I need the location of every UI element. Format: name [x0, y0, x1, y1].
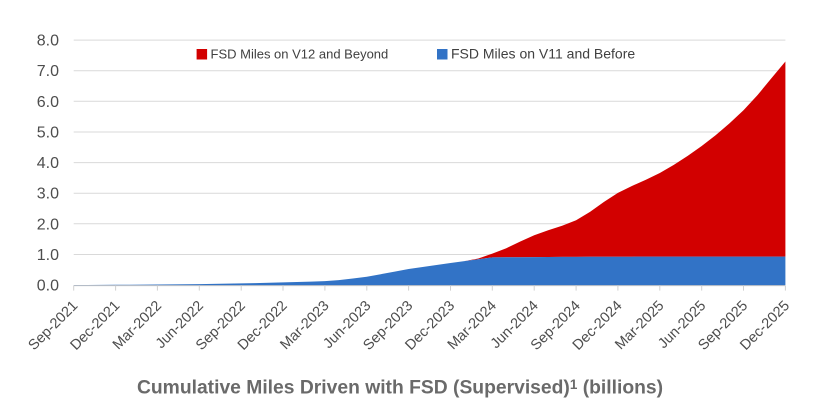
svg-text:FSD Miles on V11 and Before: FSD Miles on V11 and Before — [451, 45, 635, 61]
svg-text:FSD Miles on V12 and Beyond: FSD Miles on V12 and Beyond — [211, 46, 389, 61]
svg-text:5.0: 5.0 — [37, 125, 59, 142]
svg-text:3.0: 3.0 — [37, 186, 59, 203]
svg-text:7.0: 7.0 — [37, 63, 59, 80]
svg-text:8.0: 8.0 — [37, 33, 59, 50]
svg-text:4.0: 4.0 — [37, 155, 59, 172]
svg-text:Cumulative Miles Driven with F: Cumulative Miles Driven with FSD (Superv… — [137, 377, 663, 399]
svg-text:1.0: 1.0 — [37, 247, 59, 264]
svg-text:0.0: 0.0 — [37, 278, 59, 295]
svg-text:6.0: 6.0 — [37, 94, 59, 111]
svg-text:2.0: 2.0 — [37, 216, 59, 233]
